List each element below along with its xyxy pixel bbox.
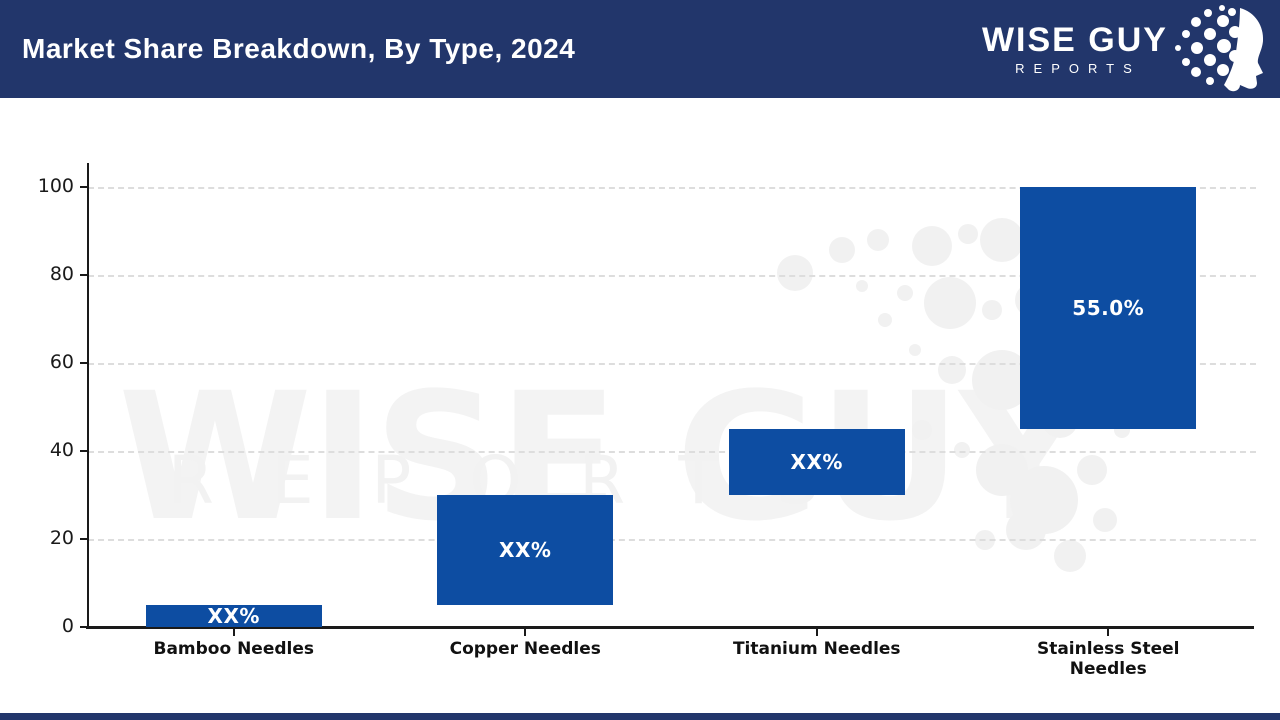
y-tick-label: 60 xyxy=(49,351,74,373)
logo-face-icon xyxy=(1175,5,1264,92)
bar-value-label: 55.0% xyxy=(1072,296,1145,320)
bar-titanium-needles: XX% xyxy=(728,429,905,495)
page-title: Market Share Breakdown, By Type, 2024 xyxy=(22,33,576,64)
x-tick-mark xyxy=(815,629,818,636)
y-tick-mark xyxy=(80,362,88,364)
y-tick-mark xyxy=(80,186,88,188)
bar-value-label: XX% xyxy=(790,450,843,474)
logo-subtitle: REPORTS xyxy=(1015,60,1141,76)
gridline-80 xyxy=(88,275,1256,277)
y-tick-label: 40 xyxy=(49,439,74,461)
y-tick-mark xyxy=(80,626,88,628)
y-tick-mark xyxy=(80,450,88,452)
gridline-60 xyxy=(88,363,1256,365)
header-bar: Market Share Breakdown, By Type, 2024 WI… xyxy=(0,0,1280,98)
bar-bamboo-needles: XX% xyxy=(145,604,322,628)
y-tick-mark xyxy=(80,274,88,276)
y-tick-mark xyxy=(80,538,88,540)
x-axis-spine xyxy=(86,626,1254,629)
x-tick-mark xyxy=(1107,629,1110,636)
gridline-20 xyxy=(88,539,1256,541)
bar-stainless-steel-needles: 55.0% xyxy=(1020,187,1197,429)
x-category-label: Titanium Needles xyxy=(732,639,901,659)
bar-value-label: XX% xyxy=(207,604,260,628)
bar-value-label: XX% xyxy=(499,538,552,562)
y-tick-label: 0 xyxy=(61,615,74,637)
logo-wordmark: WISE GUY xyxy=(981,20,1168,59)
y-axis-spine xyxy=(87,163,89,629)
y-tick-label: 80 xyxy=(49,263,74,285)
y-tick-label: 100 xyxy=(37,175,74,197)
x-category-label: Copper Needles xyxy=(449,639,601,659)
x-tick-mark xyxy=(524,629,527,636)
gridline-100 xyxy=(88,187,1256,189)
x-category-label: Bamboo Needles xyxy=(153,639,315,659)
wise-guy-logo: WISE GUY REPORTS xyxy=(982,4,1280,94)
footer-bar xyxy=(0,713,1280,720)
bar-copper-needles: XX% xyxy=(437,495,614,605)
x-category-label: Stainless Steel Needles xyxy=(1036,639,1180,680)
x-tick-mark xyxy=(232,629,235,636)
gridline-40 xyxy=(88,451,1256,453)
y-tick-label: 20 xyxy=(49,527,74,549)
